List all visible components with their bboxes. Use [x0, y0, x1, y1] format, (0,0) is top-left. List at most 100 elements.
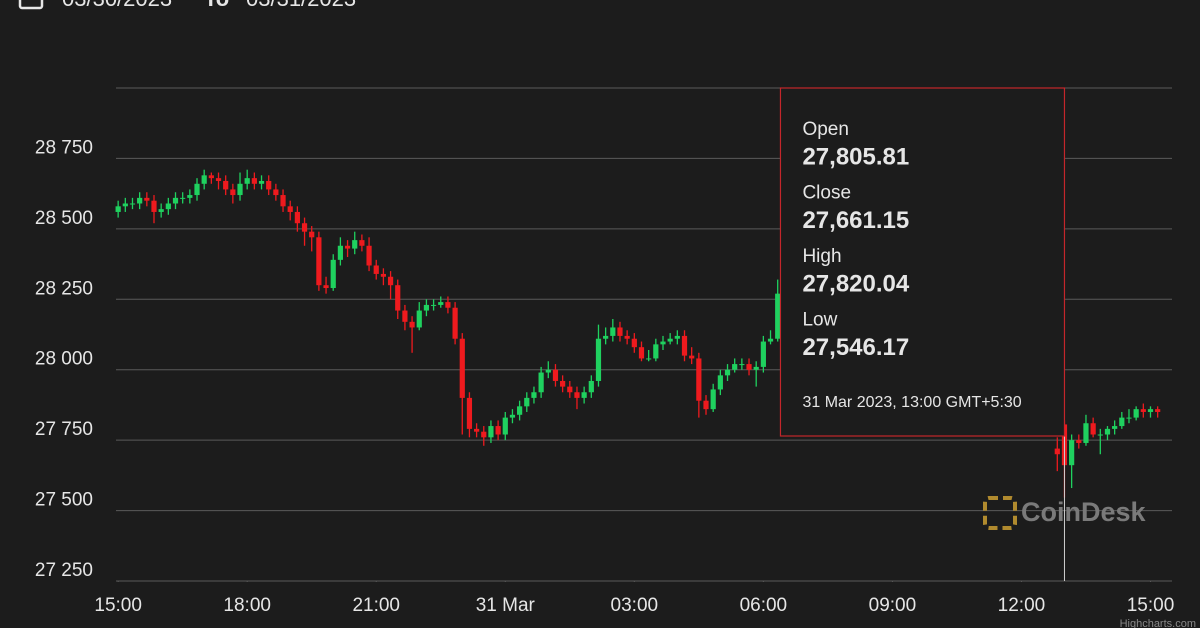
tooltip: Open 27,805.81 Close 27,661.15 High 27,820.04… — [779, 87, 1066, 437]
candle-body — [488, 426, 494, 438]
candle-body — [567, 386, 573, 393]
candle-body — [416, 310, 422, 328]
date-to[interactable]: 03/31/2023 — [246, 0, 356, 11]
candle-body — [595, 338, 602, 381]
candle-body — [617, 327, 623, 336]
candle-body — [732, 364, 738, 370]
candle-body — [696, 358, 702, 401]
y-tick-label: 27 250 — [35, 560, 93, 581]
tooltip-box — [779, 87, 1066, 437]
candle-body — [703, 400, 709, 410]
candle-body — [653, 344, 659, 359]
candle-body — [287, 206, 293, 212]
candle-body — [775, 293, 781, 339]
candle-body — [165, 203, 171, 210]
x-tick-label: 06:00 — [740, 595, 788, 616]
candle-body — [760, 341, 766, 367]
candle-body — [172, 197, 179, 204]
candle-body — [1147, 409, 1154, 412]
candle-body — [323, 285, 329, 289]
tooltip-value: 27,820.04 — [802, 270, 909, 297]
candle-body — [251, 178, 257, 184]
candle-body — [1097, 434, 1103, 436]
tooltip-value: 27,661.15 — [802, 207, 909, 234]
candle-body — [330, 259, 336, 289]
candle-body — [603, 335, 609, 339]
candle-body — [1104, 428, 1111, 435]
candle-body — [674, 335, 680, 339]
candle-body — [481, 431, 487, 438]
candle-body — [746, 364, 752, 370]
candle-body — [1069, 440, 1075, 466]
candle-body — [244, 178, 250, 184]
candle-body — [280, 195, 286, 207]
watermark-text: CoinDesk — [1021, 497, 1147, 527]
candle-body — [187, 195, 193, 198]
calendar-icon[interactable] — [18, 0, 44, 10]
date-from[interactable]: 03/30/2023 — [62, 0, 172, 11]
y-tick-label: 28 000 — [35, 349, 93, 370]
candles — [115, 169, 1161, 498]
candle-body — [459, 338, 465, 398]
candle-body — [266, 180, 272, 190]
candle-body — [710, 389, 716, 410]
date-range: 03/30/2023 To 03/31/2023 — [18, 0, 356, 11]
candle-body — [294, 211, 300, 224]
tooltip-label: Low — [802, 310, 837, 331]
watermark: CoinDesk — [983, 496, 1147, 530]
candle-body — [201, 175, 207, 184]
candle-body — [180, 197, 186, 199]
candle-body — [588, 380, 594, 393]
candle-body — [474, 428, 480, 432]
candle-body — [1090, 423, 1096, 435]
candle-body — [717, 375, 723, 390]
x-tick-label: 03:00 — [611, 595, 659, 616]
candle-body — [1076, 440, 1082, 443]
candle-body — [194, 183, 200, 196]
candle-body — [129, 203, 136, 205]
candle-body — [1083, 423, 1089, 443]
x-tick-label: 18:00 — [223, 595, 271, 616]
candle-body — [681, 335, 688, 356]
candle-body — [660, 341, 666, 345]
candle-body — [237, 183, 243, 196]
candle-body — [452, 307, 458, 339]
y-tick-label: 28 500 — [35, 208, 93, 229]
candle-body — [373, 265, 379, 274]
tooltip-value: 27,546.17 — [802, 334, 909, 361]
x-tick-label: 12:00 — [998, 595, 1046, 616]
candle-body — [517, 406, 523, 415]
candle-body — [466, 397, 473, 429]
candle-body — [273, 189, 279, 196]
candle-body — [581, 392, 587, 398]
candle-body — [445, 302, 451, 308]
candle-body — [387, 276, 394, 286]
candle-body — [430, 304, 437, 306]
candle-body — [208, 175, 214, 179]
candle-body — [767, 338, 774, 342]
candle-body — [215, 178, 222, 181]
candle-body — [574, 392, 580, 398]
candle-body — [395, 285, 401, 311]
candle-body — [122, 203, 128, 207]
candle-body — [316, 237, 322, 286]
y-tick-label: 27 500 — [35, 490, 93, 511]
candle-body — [344, 245, 351, 249]
credits[interactable]: Highcharts.com — [1120, 618, 1196, 628]
tooltip-value: 27,805.81 — [802, 143, 909, 170]
candle-body — [1140, 409, 1146, 412]
candle-body — [531, 392, 537, 398]
candle-body — [309, 231, 315, 238]
candle-body — [610, 327, 616, 336]
y-tick-label: 28 250 — [35, 278, 93, 299]
x-tick-label: 15:00 — [1127, 595, 1175, 616]
candle-body — [301, 223, 308, 232]
candle-body — [739, 364, 745, 366]
candle-body — [158, 209, 164, 212]
tooltip-label: High — [802, 246, 841, 267]
candle-body — [230, 189, 236, 196]
x-tick-label: 09:00 — [869, 595, 917, 616]
candle-body — [352, 240, 358, 249]
